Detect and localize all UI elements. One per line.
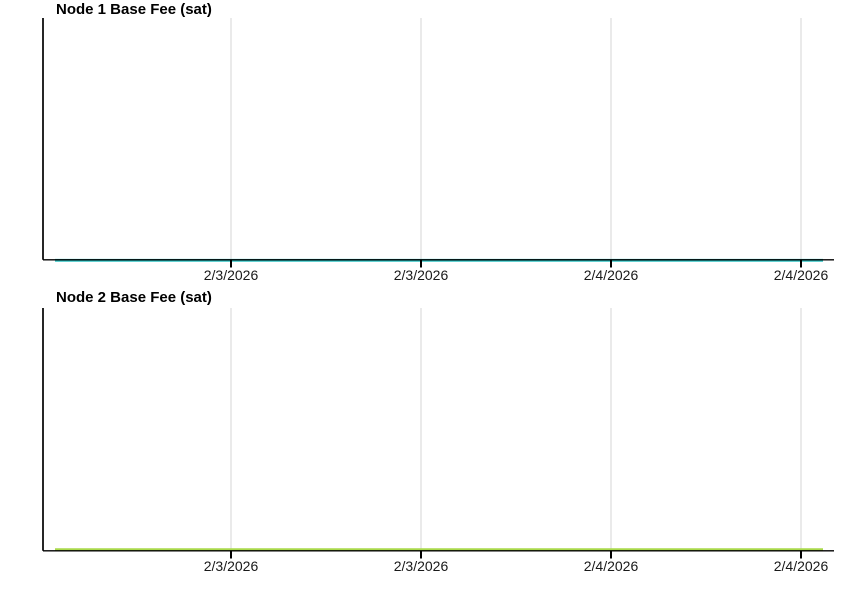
svg-text:2/3/2026: 2/3/2026: [204, 267, 259, 283]
svg-text:2/3/2026: 2/3/2026: [394, 558, 449, 574]
svg-text:2/4/2026: 2/4/2026: [584, 267, 639, 283]
svg-text:2/3/2026: 2/3/2026: [204, 558, 259, 574]
svg-text:2/4/2026: 2/4/2026: [584, 558, 639, 574]
svg-text:2/4/2026: 2/4/2026: [774, 558, 829, 574]
svg-text:2/4/2026: 2/4/2026: [774, 267, 829, 283]
svg-text:2/3/2026: 2/3/2026: [394, 267, 449, 283]
